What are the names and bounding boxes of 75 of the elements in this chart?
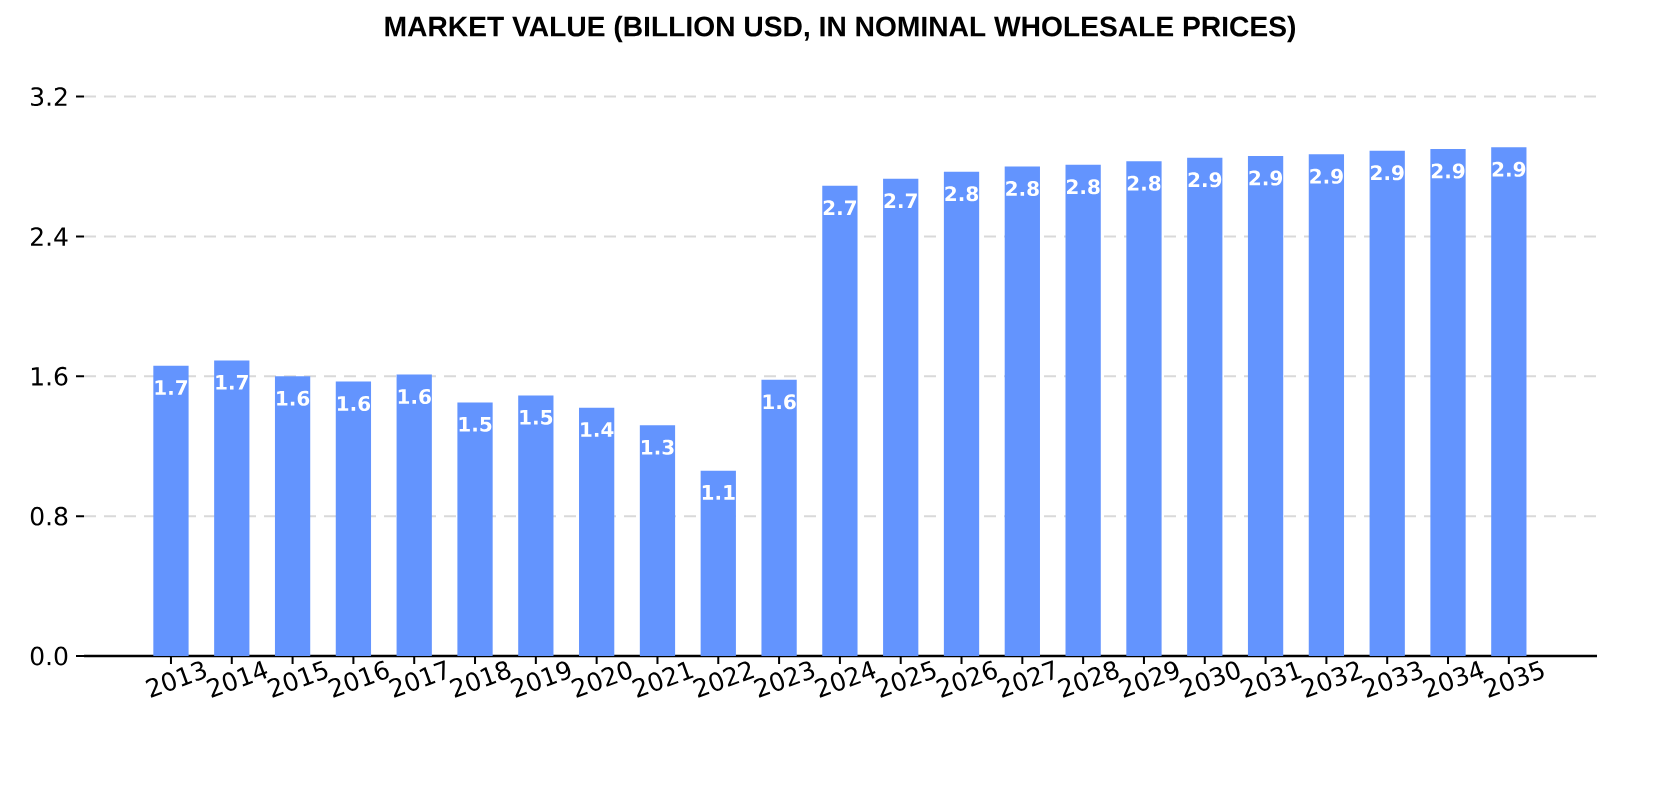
bar [274, 376, 311, 656]
data-label: 1.7 [216, 374, 248, 390]
x-tick-label: 2015 [267, 660, 328, 698]
y-tick-label: 2.4 [31, 227, 68, 246]
data-label: 2.8 [1127, 175, 1161, 191]
bar [1065, 164, 1101, 656]
y-tick-label: 3.2 [31, 87, 67, 107]
bar [153, 365, 189, 656]
data-label: 1.6 [277, 390, 310, 406]
bar [214, 360, 250, 656]
x-tick-label: 2024 [814, 660, 876, 698]
x-tick-label: 2021 [632, 661, 694, 698]
bar [761, 379, 797, 656]
x-tick-label: 2035 [1483, 660, 1544, 698]
bar [1369, 150, 1405, 656]
x-tick-label: 2020 [571, 661, 632, 698]
data-label: 1.3 [642, 439, 674, 455]
data-label: 1.6 [398, 388, 431, 405]
data-label: 2.7 [823, 200, 857, 215]
data-label: 2.7 [884, 193, 917, 209]
bar [1247, 156, 1284, 656]
bar [822, 185, 858, 656]
data-label: 2.9 [1371, 165, 1404, 181]
bar [579, 407, 615, 656]
x-tick-label: 2033 [1361, 661, 1423, 698]
bar [457, 402, 493, 656]
bar [943, 171, 980, 656]
bar [335, 381, 372, 656]
x-tick-label: 2022 [692, 661, 755, 698]
bar [1126, 161, 1162, 656]
data-label: 1.4 [581, 422, 614, 437]
data-label: 2.8 [945, 186, 978, 202]
data-label: 2.9 [1431, 163, 1465, 179]
data-label: 2.8 [1067, 179, 1100, 195]
x-tick-label: 2028 [1057, 661, 1119, 698]
chart-title: MARKET VALUE (BILLION USD, IN NOMINAL WHOLESALE PRICES) [385, 15, 1295, 43]
bar [639, 425, 676, 656]
data-label: 1.7 [155, 380, 188, 395]
x-tick-label: 2031 [1240, 661, 1302, 698]
data-label: 2.9 [1492, 161, 1526, 177]
bar [396, 374, 432, 656]
x-tick-label: 2018 [449, 661, 511, 698]
data-label: 2.8 [1006, 180, 1039, 197]
bar [1004, 166, 1040, 656]
x-tick-label: 2029 [1118, 661, 1179, 698]
x-tick-label: 2027 [996, 660, 1053, 698]
bar [1187, 157, 1223, 656]
x-tick-label: 2019 [510, 661, 571, 698]
data-label: 2.9 [1310, 168, 1343, 184]
bar [518, 395, 554, 656]
bar [883, 178, 919, 656]
x-tick-label: 2030 [1179, 661, 1240, 698]
x-tick-label: 2034 [1422, 660, 1484, 698]
x-tick-label: 2032 [1300, 661, 1363, 698]
x-tick-label: 2025 [875, 660, 936, 698]
data-label: 1.6 [337, 395, 371, 412]
x-tick-label: 2023 [753, 661, 815, 698]
bar [700, 470, 736, 656]
x-tick-label: 2014 [206, 660, 268, 698]
y-tick-label: 0.0 [30, 646, 68, 666]
y-tick-label: 0.8 [30, 506, 68, 526]
bar [1308, 154, 1345, 656]
data-label: 1.5 [459, 416, 492, 432]
bar [1430, 149, 1466, 656]
x-tick-label: 2017 [388, 660, 445, 698]
data-label: 2.9 [1188, 172, 1222, 188]
data-label: 2.9 [1249, 170, 1283, 186]
data-label: 1.5 [520, 409, 553, 425]
x-tick-label: 2026 [936, 660, 997, 698]
data-label: 1.1 [702, 485, 735, 500]
x-tick-label: 2013 [145, 661, 207, 698]
x-tick-label: 2016 [327, 660, 389, 698]
data-label: 1.6 [763, 394, 796, 410]
y-tick-label: 1.6 [31, 366, 68, 386]
bar [1491, 147, 1527, 656]
